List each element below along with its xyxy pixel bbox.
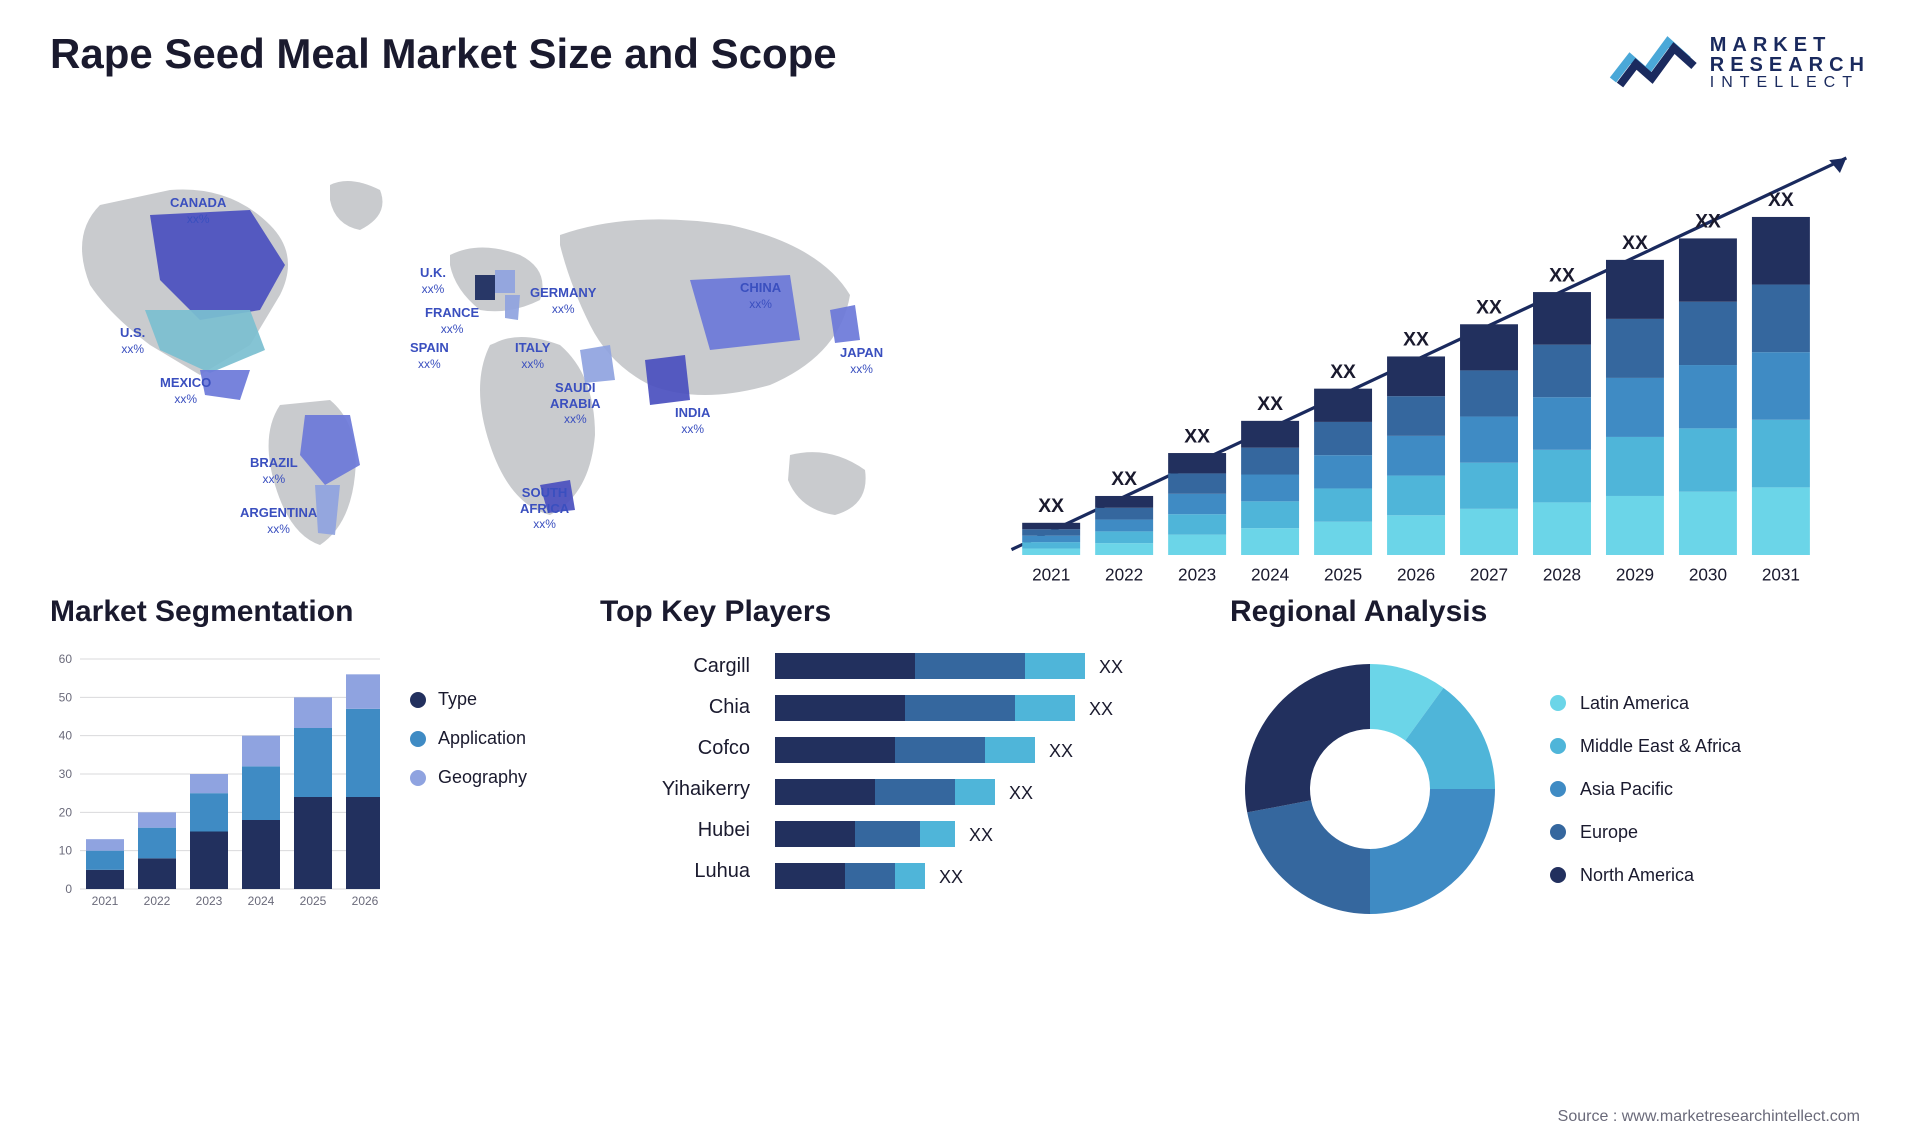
logo-text: MARKET RESEARCH INTELLECT — [1710, 35, 1870, 91]
players-chart: XX XX XX XX XX XX — [770, 649, 1200, 919]
svg-text:XX: XX — [969, 825, 993, 845]
svg-text:XX: XX — [1768, 190, 1794, 211]
svg-text:2025: 2025 — [1324, 565, 1362, 585]
map-label: ITALYxx% — [515, 340, 550, 371]
growth-chart-svg: XX 2021 XX 2022 XX 2023 XX 2024 XX 2025 XX 2026 XX 20… — [990, 115, 1870, 587]
map-label: BRAZILxx% — [250, 455, 298, 486]
map-label: INDIAxx% — [675, 405, 710, 436]
legend-item: Geography — [410, 767, 527, 788]
map-label: SPAINxx% — [410, 340, 449, 371]
svg-text:2024: 2024 — [248, 894, 275, 908]
players-panel: Top Key Players Cargill Chia Cofco Yihaiker… — [600, 595, 1200, 929]
svg-text:2025: 2025 — [300, 894, 327, 908]
legend-item: Type — [410, 689, 527, 710]
svg-text:60: 60 — [59, 652, 73, 666]
legend-item: North America — [1550, 865, 1741, 886]
svg-text:XX: XX — [1257, 394, 1283, 415]
map-label: SOUTHAFRICAxx% — [520, 485, 569, 532]
svg-text:XX: XX — [1549, 265, 1575, 286]
svg-text:2026: 2026 — [352, 894, 379, 908]
svg-text:XX: XX — [1330, 362, 1356, 383]
logo-line1: MARKET — [1710, 35, 1870, 55]
svg-text:XX: XX — [1009, 783, 1033, 803]
player-label: Hubei — [600, 819, 750, 842]
svg-text:2031: 2031 — [1762, 565, 1800, 585]
svg-text:2027: 2027 — [1470, 565, 1508, 585]
legend-item: Asia Pacific — [1550, 779, 1741, 800]
map-label: JAPANxx% — [840, 345, 883, 376]
svg-text:2021: 2021 — [1032, 565, 1070, 585]
map-label: GERMANYxx% — [530, 285, 596, 316]
source-attribution: Source : www.marketresearchintellect.com — [1558, 1108, 1860, 1126]
growth-chart-panel: XX2021XX2022XX2023XX2024XX2025XX2026XX20… — [990, 115, 1870, 555]
world-map-svg — [50, 115, 950, 555]
svg-text:2022: 2022 — [144, 894, 171, 908]
svg-text:2023: 2023 — [1178, 565, 1216, 585]
map-label: CHINAxx% — [740, 280, 781, 311]
segmentation-title: Market Segmentation — [50, 595, 570, 629]
player-label: Chia — [600, 696, 750, 719]
players-title: Top Key Players — [600, 595, 1200, 629]
map-label: ARGENTINAxx% — [240, 505, 317, 536]
svg-text:XX: XX — [1111, 469, 1137, 490]
legend-item: Middle East & Africa — [1550, 736, 1741, 757]
player-label: Cofco — [600, 737, 750, 760]
svg-text:2030: 2030 — [1689, 565, 1727, 585]
svg-text:30: 30 — [59, 767, 73, 781]
svg-text:XX: XX — [1049, 741, 1073, 761]
svg-text:2028: 2028 — [1543, 565, 1581, 585]
brand-logo: MARKET RESEARCH INTELLECT — [1608, 30, 1870, 95]
svg-text:0: 0 — [65, 882, 72, 896]
world-map-panel: CANADAxx% U.S.xx% MEXICOxx% BRAZILxx% ARGENT… — [50, 115, 950, 555]
svg-text:10: 10 — [59, 844, 73, 858]
svg-text:2022: 2022 — [1105, 565, 1143, 585]
regional-title: Regional Analysis — [1230, 595, 1870, 629]
segmentation-chart: 0 10 20 30 40 50 60 2021 2022 2023 2024 2025 2026 — [50, 649, 380, 909]
legend-item: Application — [410, 728, 527, 749]
map-label: CANADAxx% — [170, 195, 226, 226]
regional-legend: Latin America Middle East & Africa Asia Pa… — [1550, 693, 1741, 886]
player-label: Yihaikerry — [600, 778, 750, 801]
map-label: FRANCExx% — [425, 305, 479, 336]
svg-text:XX: XX — [1184, 426, 1210, 447]
legend-item: Latin America — [1550, 693, 1741, 714]
svg-text:2021: 2021 — [92, 894, 119, 908]
map-label: U.S.xx% — [120, 325, 145, 356]
svg-text:2023: 2023 — [196, 894, 223, 908]
svg-text:XX: XX — [1695, 212, 1721, 233]
map-label: SAUDIARABIAxx% — [550, 380, 601, 427]
svg-text:50: 50 — [59, 690, 73, 704]
svg-text:XX: XX — [1403, 330, 1429, 351]
svg-text:XX: XX — [1099, 657, 1123, 677]
map-label: U.K.xx% — [420, 265, 446, 296]
legend-item: Europe — [1550, 822, 1741, 843]
players-labels: Cargill Chia Cofco Yihaikerry Hubei Luhua — [600, 649, 750, 919]
regional-panel: Regional Analysis Latin America Middle Ea… — [1230, 595, 1870, 929]
svg-text:XX: XX — [1038, 496, 1064, 517]
svg-text:XX: XX — [939, 867, 963, 887]
segmentation-panel: Market Segmentation 0 10 20 30 40 50 60 2021 202… — [50, 595, 570, 929]
player-label: Luhua — [600, 860, 750, 883]
svg-text:XX: XX — [1476, 298, 1502, 319]
logo-line3: INTELLECT — [1710, 75, 1870, 91]
segmentation-legend: Type Application Geography — [410, 649, 527, 909]
svg-text:40: 40 — [59, 729, 73, 743]
logo-line2: RESEARCH — [1710, 55, 1870, 75]
page-title: Rape Seed Meal Market Size and Scope — [50, 30, 837, 78]
svg-text:2026: 2026 — [1397, 565, 1435, 585]
map-label: MEXICOxx% — [160, 375, 211, 406]
player-label: Cargill — [600, 655, 750, 678]
svg-text:2029: 2029 — [1616, 565, 1654, 585]
svg-text:2024: 2024 — [1251, 565, 1290, 585]
logo-mark-icon — [1608, 30, 1698, 95]
regional-donut — [1230, 649, 1510, 929]
svg-text:20: 20 — [59, 805, 73, 819]
svg-text:XX: XX — [1622, 233, 1648, 254]
svg-text:XX: XX — [1089, 699, 1113, 719]
